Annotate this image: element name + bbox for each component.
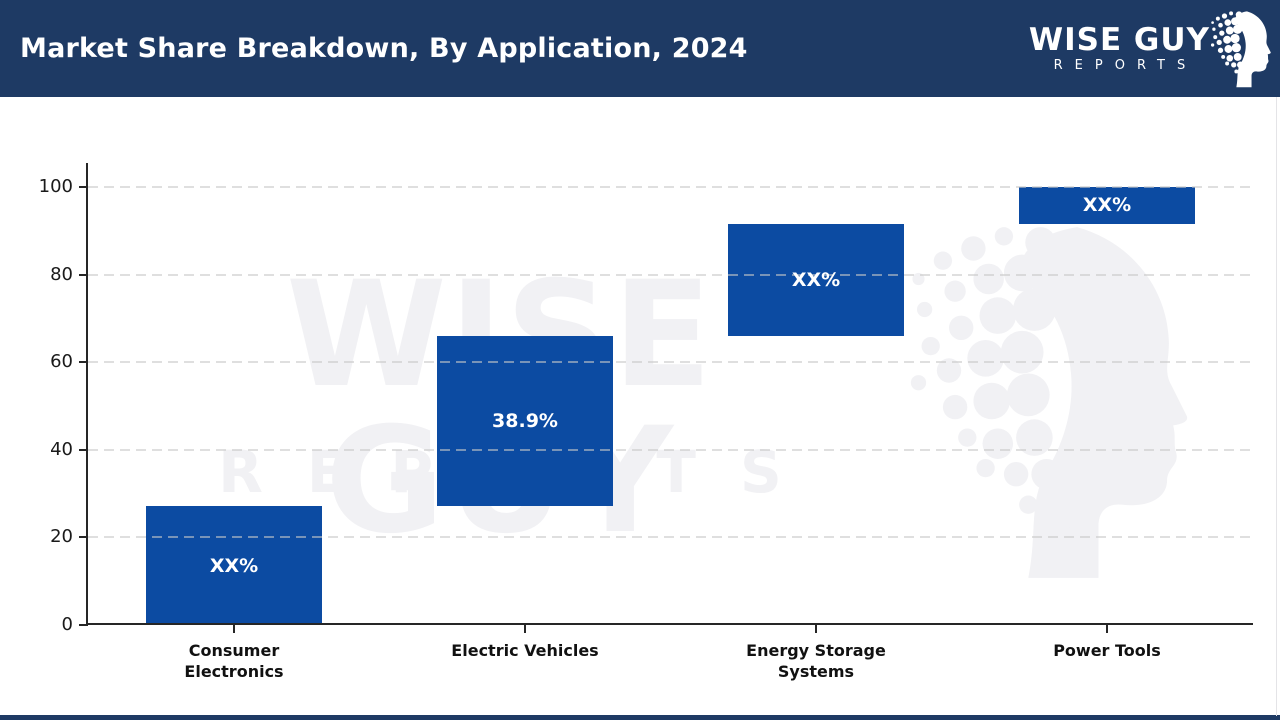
footer-band — [0, 715, 1280, 720]
brand-logo-text: WISE GUY REPORTS — [1029, 24, 1210, 74]
x-category-label-0: Consumer Electronics — [184, 641, 284, 681]
y-tick-label-100: 100 — [38, 176, 73, 197]
gridline-60 — [88, 361, 1253, 364]
page-right-border — [1276, 97, 1277, 716]
x-category-label-1: Electric Vehicles — [451, 641, 599, 660]
gridline-80 — [88, 273, 1253, 276]
x-tick-mark-2 — [815, 625, 817, 633]
brand-logo: WISE GUY REPORTS — [1029, 9, 1272, 89]
y-tick-mark-100 — [79, 186, 88, 188]
bar-value-label-2: XX% — [791, 269, 841, 291]
y-axis-line — [86, 163, 88, 625]
y-tick-label-40: 40 — [50, 438, 73, 460]
x-axis-line — [86, 623, 1253, 625]
x-category-label-3: Power Tools — [1053, 641, 1161, 660]
y-tick-mark-80 — [79, 273, 88, 276]
chart-title: Market Share Breakdown, By Application, … — [20, 33, 748, 64]
x-tick-mark-1 — [524, 625, 526, 633]
y-tick-label-0: 0 — [61, 614, 73, 635]
y-tick-mark-60 — [79, 361, 88, 364]
x-tick-mark-0 — [233, 625, 235, 633]
bar-value-label-0: XX% — [209, 555, 259, 577]
y-tick-label-80: 80 — [50, 263, 73, 285]
bar-3 — [1019, 187, 1195, 224]
header-band: Market Share Breakdown, By Application, … — [0, 0, 1280, 97]
gridline-100 — [88, 186, 1253, 188]
y-tick-mark-40 — [79, 448, 88, 451]
bar-1 — [437, 335, 613, 507]
gridline-40 — [88, 448, 1253, 451]
brand-subtitle: REPORTS — [1053, 58, 1198, 74]
bar-0 — [146, 506, 322, 625]
x-category-label-2: Energy Storage Systems — [746, 641, 886, 681]
y-tick-mark-0 — [79, 624, 88, 626]
y-tick-label-60: 60 — [50, 351, 73, 373]
gridline-20 — [88, 536, 1253, 539]
y-tick-mark-20 — [79, 536, 88, 539]
bar-2 — [728, 223, 904, 336]
y-tick-label-20: 20 — [50, 526, 73, 548]
brand-name: WISE GUY — [1028, 21, 1210, 58]
bar-value-label-3: XX% — [1082, 194, 1132, 216]
x-tick-mark-3 — [1106, 625, 1108, 633]
bar-value-label-1: 38.9% — [492, 410, 558, 432]
